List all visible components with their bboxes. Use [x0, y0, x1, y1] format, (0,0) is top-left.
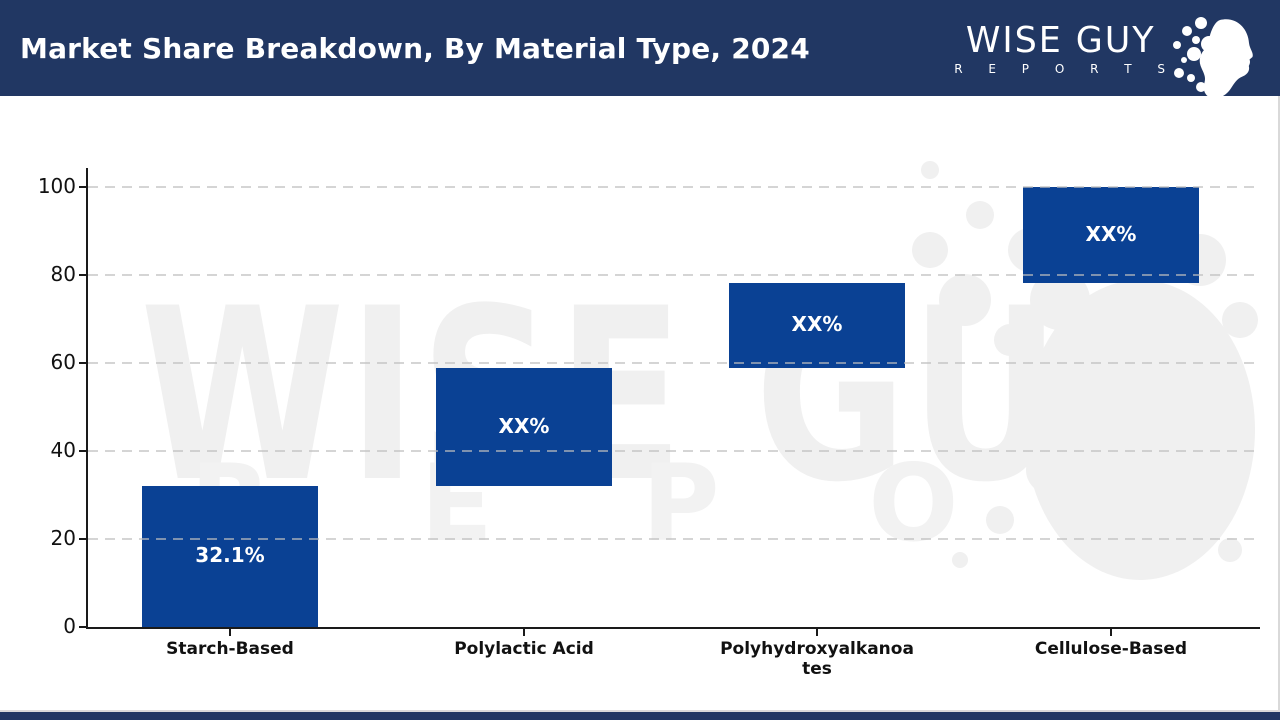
bar-value-label: XX% — [1085, 221, 1137, 246]
y-axis-tick-label: 0 — [63, 614, 76, 638]
y-axis-line — [86, 168, 88, 629]
wiseguy-face-icon — [1170, 14, 1256, 110]
x-axis-label: Polylactic Acid — [454, 639, 594, 659]
y-tick-mark — [79, 450, 86, 452]
y-tick-mark — [79, 186, 86, 188]
y-axis-tick-label: 100 — [37, 174, 76, 198]
watermark-dots-icon — [890, 130, 1280, 594]
card-border-bottom — [0, 710, 1280, 712]
x-tick-mark — [229, 627, 231, 636]
y-axis-tick-label: 80 — [50, 262, 76, 286]
y-tick-mark — [79, 538, 86, 540]
x-axis-label: Polyhydroxyalkanoa tes — [720, 639, 914, 679]
y-axis-tick-label: 60 — [50, 350, 76, 374]
header: Market Share Breakdown, By Material Type… — [0, 0, 1280, 99]
x-tick-mark — [523, 627, 525, 636]
gridline — [88, 362, 1260, 364]
footer-bar — [0, 712, 1280, 720]
gridline — [88, 274, 1260, 276]
y-tick-mark — [79, 626, 86, 628]
bar-value-label: XX% — [498, 413, 550, 438]
y-tick-mark — [79, 362, 86, 364]
plot-area: 32.1% Starch-Based XX% Polylactic Acid XX% Po… — [0, 96, 1280, 710]
gridline — [88, 186, 1260, 188]
gridline — [88, 538, 1260, 540]
bar-value-label: 32.1% — [195, 543, 265, 568]
chart-title: Market Share Breakdown, By Material Type… — [20, 31, 810, 65]
x-axis-label: Starch-Based — [166, 639, 294, 659]
x-tick-mark — [816, 627, 818, 636]
wiseguy-logo: WISE GUY R E P O R T S — [946, 17, 1253, 99]
card-border-right — [1278, 96, 1280, 710]
bar-cellulose-based — [1023, 187, 1199, 283]
y-axis-tick-label: 20 — [50, 526, 76, 550]
y-tick-mark — [79, 274, 86, 276]
x-tick-mark — [1110, 627, 1112, 636]
gridline — [88, 450, 1260, 452]
x-axis-line — [86, 627, 1260, 629]
logo-text: WISE GUY — [966, 20, 1156, 61]
bar-polyhydroxyalkanoates — [729, 282, 905, 368]
bar-starch-based — [142, 485, 318, 627]
y-axis-tick-label: 40 — [50, 438, 76, 462]
bar-polylactic-acid — [436, 367, 612, 486]
bar-value-label: XX% — [791, 312, 843, 337]
x-axis-label: Cellulose-Based — [1034, 639, 1188, 659]
logo-subtext: R E P O R T S — [954, 62, 1176, 76]
